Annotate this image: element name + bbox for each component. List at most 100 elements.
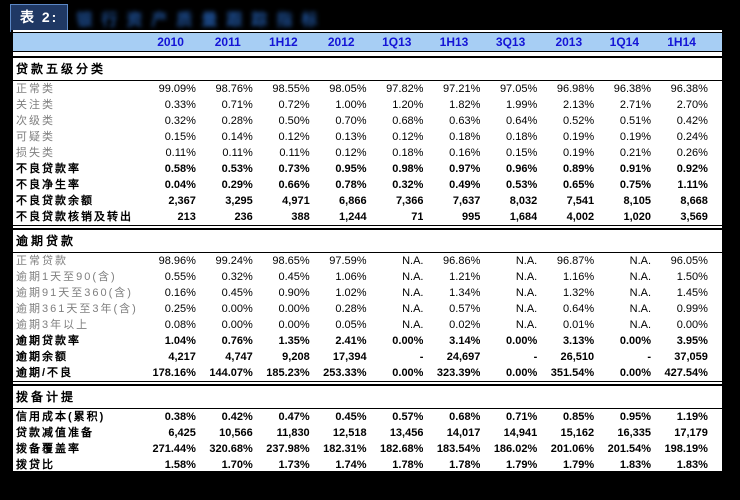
- cell-value: 1.82%: [449, 98, 481, 111]
- cell-value: 0.51%: [619, 114, 652, 127]
- cell-value: 1.32%: [562, 286, 595, 299]
- table-row: 拨贷比 1.58% 1.70% 1.73% 1.74% 1.78% 1.78% 1.79% 1.…: [13, 457, 722, 471]
- cell-value: 237.98%: [266, 442, 310, 455]
- cell-value: 0.92%: [676, 162, 708, 175]
- cell-value: 0.11%: [165, 146, 196, 159]
- cell-value: 0.11%: [279, 146, 310, 159]
- cell-value: N.A.: [629, 254, 652, 267]
- row-label: 损失类: [16, 146, 55, 159]
- cell-value: 182.31%: [323, 442, 367, 455]
- cell-value: 1.00%: [335, 98, 367, 111]
- cell-value: N.A.: [629, 270, 652, 283]
- cell-value: 0.16%: [164, 286, 196, 299]
- section-title: 逾期贷款: [13, 228, 722, 253]
- cell-value: 0.99%: [676, 302, 708, 315]
- cell-value: 0.45%: [278, 270, 310, 283]
- cell-value: 186.02%: [493, 442, 538, 455]
- cell-value: 0.98%: [392, 162, 424, 175]
- cell-value: 1.02%: [335, 286, 367, 299]
- cell-value: 0.45%: [221, 286, 253, 299]
- cell-value: 1.83%: [594, 457, 652, 471]
- cell-value: 0.08%: [164, 318, 196, 331]
- cell-value: 0.05%: [335, 318, 367, 331]
- cell-value: -: [647, 350, 652, 363]
- cell-value: 4,002: [537, 209, 595, 226]
- cell-value: 1.19%: [676, 410, 708, 423]
- table-row: 逾期91天至360(含) 0.16% 0.45% 0.90% 1.02% N.A. 1.34…: [13, 285, 722, 301]
- table-row: 正常类 99.09% 98.76% 98.55% 98.05% 97.82% 97.21% 9…: [13, 81, 722, 98]
- cell-value: 4,971: [282, 194, 310, 207]
- cell-value: 0.00%: [278, 318, 310, 331]
- cell-value: 1.58%: [139, 457, 196, 471]
- asset-quality-table: 2010 2011 1H12 2012 1Q13 1H13 3Q13 2013 1Q14 1H14…: [13, 32, 722, 471]
- cell-value: 0.66%: [278, 178, 310, 191]
- cell-value: 253.33%: [309, 365, 367, 382]
- cell-value: 1.21%: [449, 270, 481, 283]
- cell-value: 1.45%: [676, 286, 708, 299]
- cell-value: 0.18%: [449, 130, 481, 143]
- cell-value: 1.83%: [651, 457, 708, 471]
- cell-value: 323.39%: [423, 365, 481, 382]
- cell-value: 71: [366, 209, 424, 226]
- cell-value: 0.00%: [221, 318, 253, 331]
- cell-value: 0.52%: [562, 114, 595, 127]
- cell-value: 320.68%: [209, 442, 253, 455]
- section-title: 拨备计提: [13, 384, 722, 409]
- table-row: 不良贷款核销及转出 213 236 388 1,244 71 995 1,684 4,002 1,…: [13, 209, 722, 226]
- row-label: 不良贷款率: [16, 162, 81, 175]
- cell-value: 0.33%: [164, 98, 196, 111]
- cell-value: 0.00%: [278, 302, 310, 315]
- cell-value: 0.13%: [335, 130, 367, 143]
- cell-value: 0.91%: [619, 162, 652, 175]
- cell-value: 3.14%: [449, 334, 481, 347]
- cell-value: 0.57%: [449, 302, 481, 315]
- row-pad: [708, 81, 722, 98]
- cell-value: 201.54%: [607, 442, 652, 455]
- cell-value: 0.25%: [164, 302, 196, 315]
- cell-value: 26,510: [560, 350, 595, 363]
- row-pad: [708, 113, 722, 129]
- cell-value: 0.97%: [449, 162, 481, 175]
- cell-value: 0.26%: [676, 146, 708, 159]
- table-row: 正常贷款 98.96% 99.24% 98.65% 97.59% N.A. 96.86% N.…: [13, 253, 722, 270]
- year-header: 3Q13: [480, 32, 538, 52]
- table-row: 逾期余额 4,217 4,747 9,208 17,394 - 24,697 - 26,510 -…: [13, 349, 722, 365]
- cell-value: N.A.: [402, 286, 424, 299]
- year-header: 2012: [309, 32, 367, 52]
- cell-value: 0.58%: [164, 162, 196, 175]
- row-label: 逾期/不良: [13, 365, 140, 382]
- table-row: 损失类 0.11% 0.11% 0.11% 0.12% 0.18% 0.16% 0.15% 0.…: [13, 145, 722, 161]
- cell-value: 1,244: [309, 209, 367, 226]
- cell-value: 97.05%: [499, 82, 538, 95]
- cell-value: 1.06%: [335, 270, 367, 283]
- cell-value: N.A.: [629, 318, 652, 331]
- cell-value: 178.16%: [139, 365, 196, 382]
- table-row: 次级类 0.32% 0.28% 0.50% 0.70% 0.68% 0.63% 0.64% 0.…: [13, 113, 722, 129]
- cell-value: 6,425: [168, 426, 196, 439]
- row-label: 逾期贷款率: [16, 334, 81, 347]
- cell-value: 198.19%: [664, 442, 708, 455]
- row-label: 贷款减值准备: [16, 426, 94, 439]
- cell-value: 1,684: [480, 209, 538, 226]
- cell-value: 183.54%: [436, 442, 481, 455]
- cell-value: 1.78%: [366, 457, 424, 471]
- cell-value: 0.12%: [335, 146, 367, 159]
- cell-value: 98.55%: [272, 82, 310, 95]
- cell-value: 0.42%: [221, 410, 253, 423]
- cell-value: 3.13%: [562, 334, 595, 347]
- cell-value: 98.76%: [215, 82, 253, 95]
- row-label: 关注类: [16, 98, 55, 111]
- cell-value: 96.38%: [670, 82, 708, 95]
- table-row: 不良贷款率 0.58% 0.53% 0.73% 0.95% 0.98% 0.97% 0.96%…: [13, 161, 722, 177]
- cell-value: 0.53%: [221, 162, 253, 175]
- row-label: 正常贷款: [16, 254, 68, 267]
- year-header: 1H14: [651, 32, 708, 52]
- cell-value: 0.12%: [392, 130, 424, 143]
- cell-value: 351.54%: [537, 365, 595, 382]
- cell-value: 0.29%: [221, 178, 253, 191]
- row-label: 逾期3年以上: [16, 318, 90, 331]
- cell-value: 17,179: [674, 426, 708, 439]
- row-label: 逾期361天至3年(含): [16, 302, 138, 315]
- row-label: 次级类: [16, 114, 55, 127]
- row-pad: [707, 457, 722, 471]
